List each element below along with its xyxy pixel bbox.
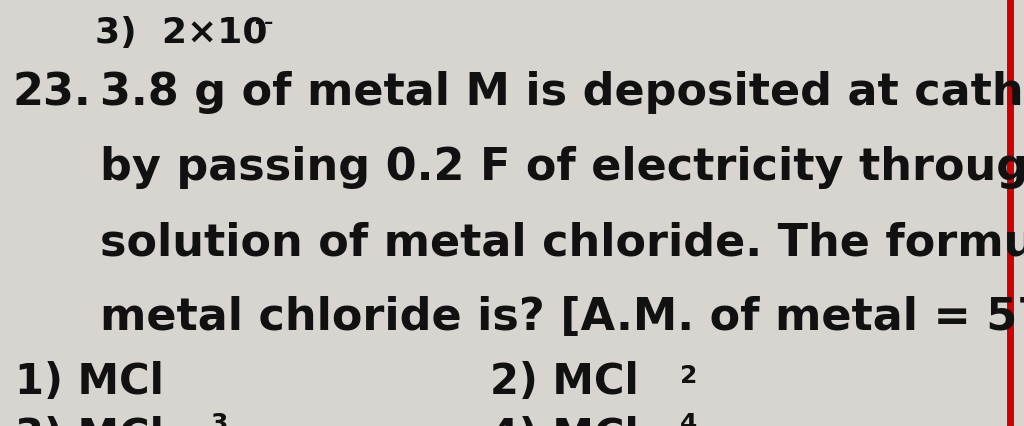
Text: 4: 4 [680,412,697,426]
Text: 4) MCl: 4) MCl [490,416,639,426]
Text: ––: –– [255,14,273,32]
Text: 2) MCl: 2) MCl [490,361,639,403]
Text: 1) MCl: 1) MCl [15,361,164,403]
Text: by passing 0.2 F of electricity through the: by passing 0.2 F of electricity through … [100,146,1024,189]
Text: solution of metal chloride. The formula of the: solution of metal chloride. The formula … [100,221,1024,264]
Text: 3.8 g of metal M is deposited at cathode: 3.8 g of metal M is deposited at cathode [100,71,1024,114]
Text: metal chloride is? [A.M. of metal = 57]: metal chloride is? [A.M. of metal = 57] [100,296,1024,339]
Text: 3)  2×10: 3) 2×10 [95,16,267,50]
Text: 3) MCl: 3) MCl [15,416,164,426]
Text: 2: 2 [680,364,697,388]
Text: 23.: 23. [12,71,91,114]
Text: 3: 3 [210,412,227,426]
